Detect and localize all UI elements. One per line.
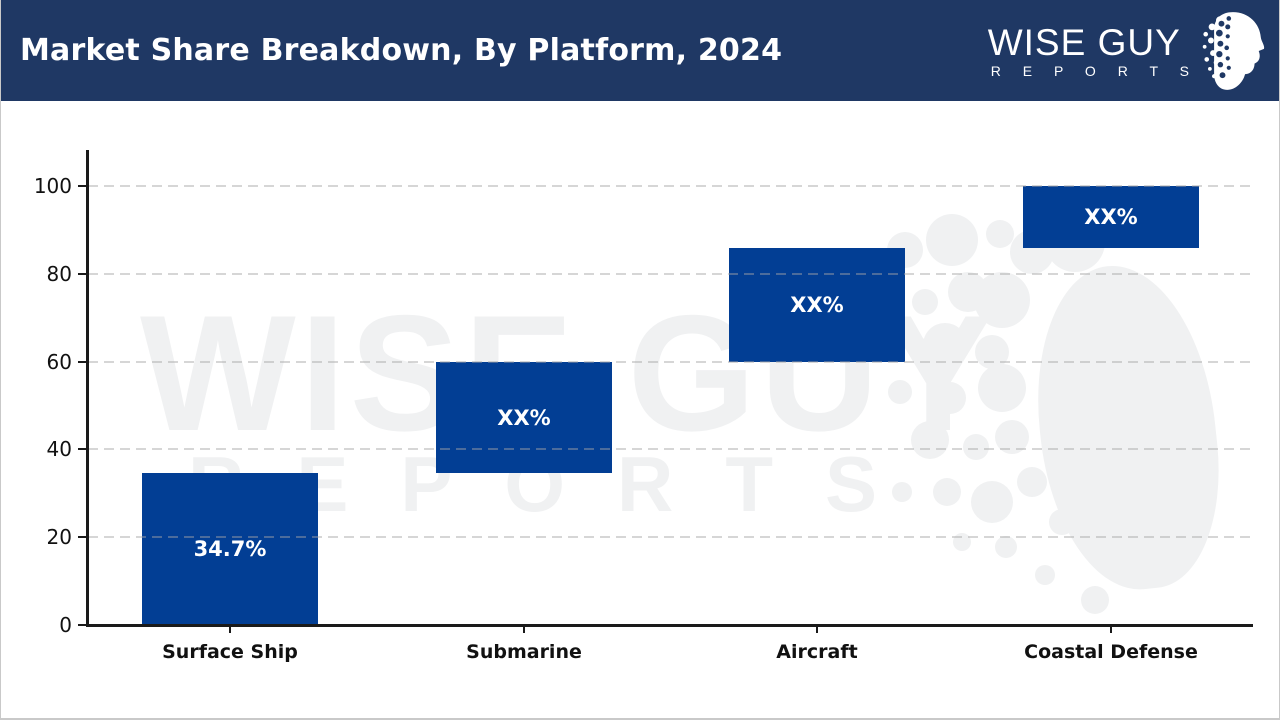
bar-value-label: XX% [1084,204,1138,229]
logo-wordmark: WISE GUY [987,21,1181,63]
logo-subtext: R E P O R T S [990,62,1198,79]
watermark-dot [926,214,978,266]
bar-value-label: 34.7% [193,536,267,561]
watermark-dot [995,536,1017,558]
header-band: Market Share Breakdown, By Platform, 202… [0,0,1280,101]
watermark-dot [978,364,1026,412]
watermark-dot [934,382,966,414]
y-tick-label: 40 [46,437,72,462]
watermark-dot [995,420,1029,454]
y-tick [78,185,87,187]
watermark-dot [912,289,938,315]
gridline [88,185,1253,187]
watermark-dot [1049,509,1075,535]
watermark-dot [892,482,912,502]
x-tick [523,625,525,633]
watermark-dot [888,380,912,404]
x-axis-spine [86,624,1253,627]
y-tick [78,272,87,275]
x-axis-label: Coastal Defense [1024,641,1198,663]
y-tick-label: 100 [33,174,72,198]
y-tick [78,360,87,363]
bar-value-label: XX% [790,293,844,318]
x-tick [229,625,231,633]
watermark-dot [1081,586,1109,614]
y-tick-label: 20 [46,525,72,550]
page-title: Market Share Breakdown, By Platform, 202… [20,33,783,68]
watermark-dot [953,533,971,551]
x-axis-label: Surface Ship [162,641,298,663]
x-axis-label: Submarine [466,641,582,663]
bar-surface-ship [142,472,318,625]
bar-submarine [436,362,612,473]
gridline [88,272,1253,275]
bar-aircraft [729,247,905,363]
plot-area: 0 20 40 60 80 100 34.7% Surface Ship XX% Submarin… [34,150,1253,663]
y-tick-label: 0 [59,613,72,637]
watermark-dot [911,421,949,459]
logo-head-icon [1202,12,1265,90]
x-tick [1110,625,1112,633]
x-axis-label: Aircraft [776,641,858,663]
bar-value-label: XX% [497,405,551,430]
y-tick-label: 60 [46,349,72,374]
x-tick [816,625,818,633]
watermark-dot [975,335,1009,369]
watermark-dot [1035,565,1055,585]
y-tick [78,536,87,539]
watermark-dot [1017,467,1047,497]
watermark-dot [986,220,1014,248]
logo-text: WISE GUY R E P O R T S [987,21,1198,79]
watermark-dot [971,481,1013,523]
watermark-dot [933,478,961,506]
gridline [88,448,1253,451]
bar-coastal-defense [1023,186,1199,248]
y-tick-label: 80 [46,261,72,286]
watermark-dot [923,323,967,367]
brand-logo: WISE GUY R E P O R T S [988,6,1266,96]
y-axis-spine [86,150,89,627]
y-tick [78,448,87,451]
gridline [88,360,1253,363]
gridline [88,536,1253,539]
watermark-dot [974,272,1030,328]
watermark-dot [963,434,989,460]
y-tick [78,624,87,626]
